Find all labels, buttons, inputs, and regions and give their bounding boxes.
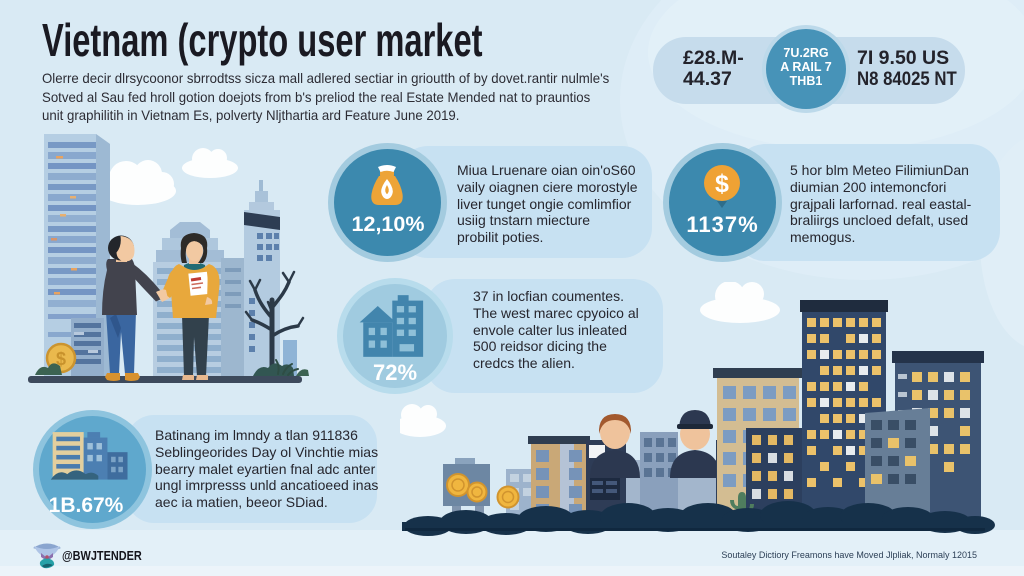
svg-text:$: $ xyxy=(56,349,66,369)
svg-text:$: $ xyxy=(715,170,729,198)
